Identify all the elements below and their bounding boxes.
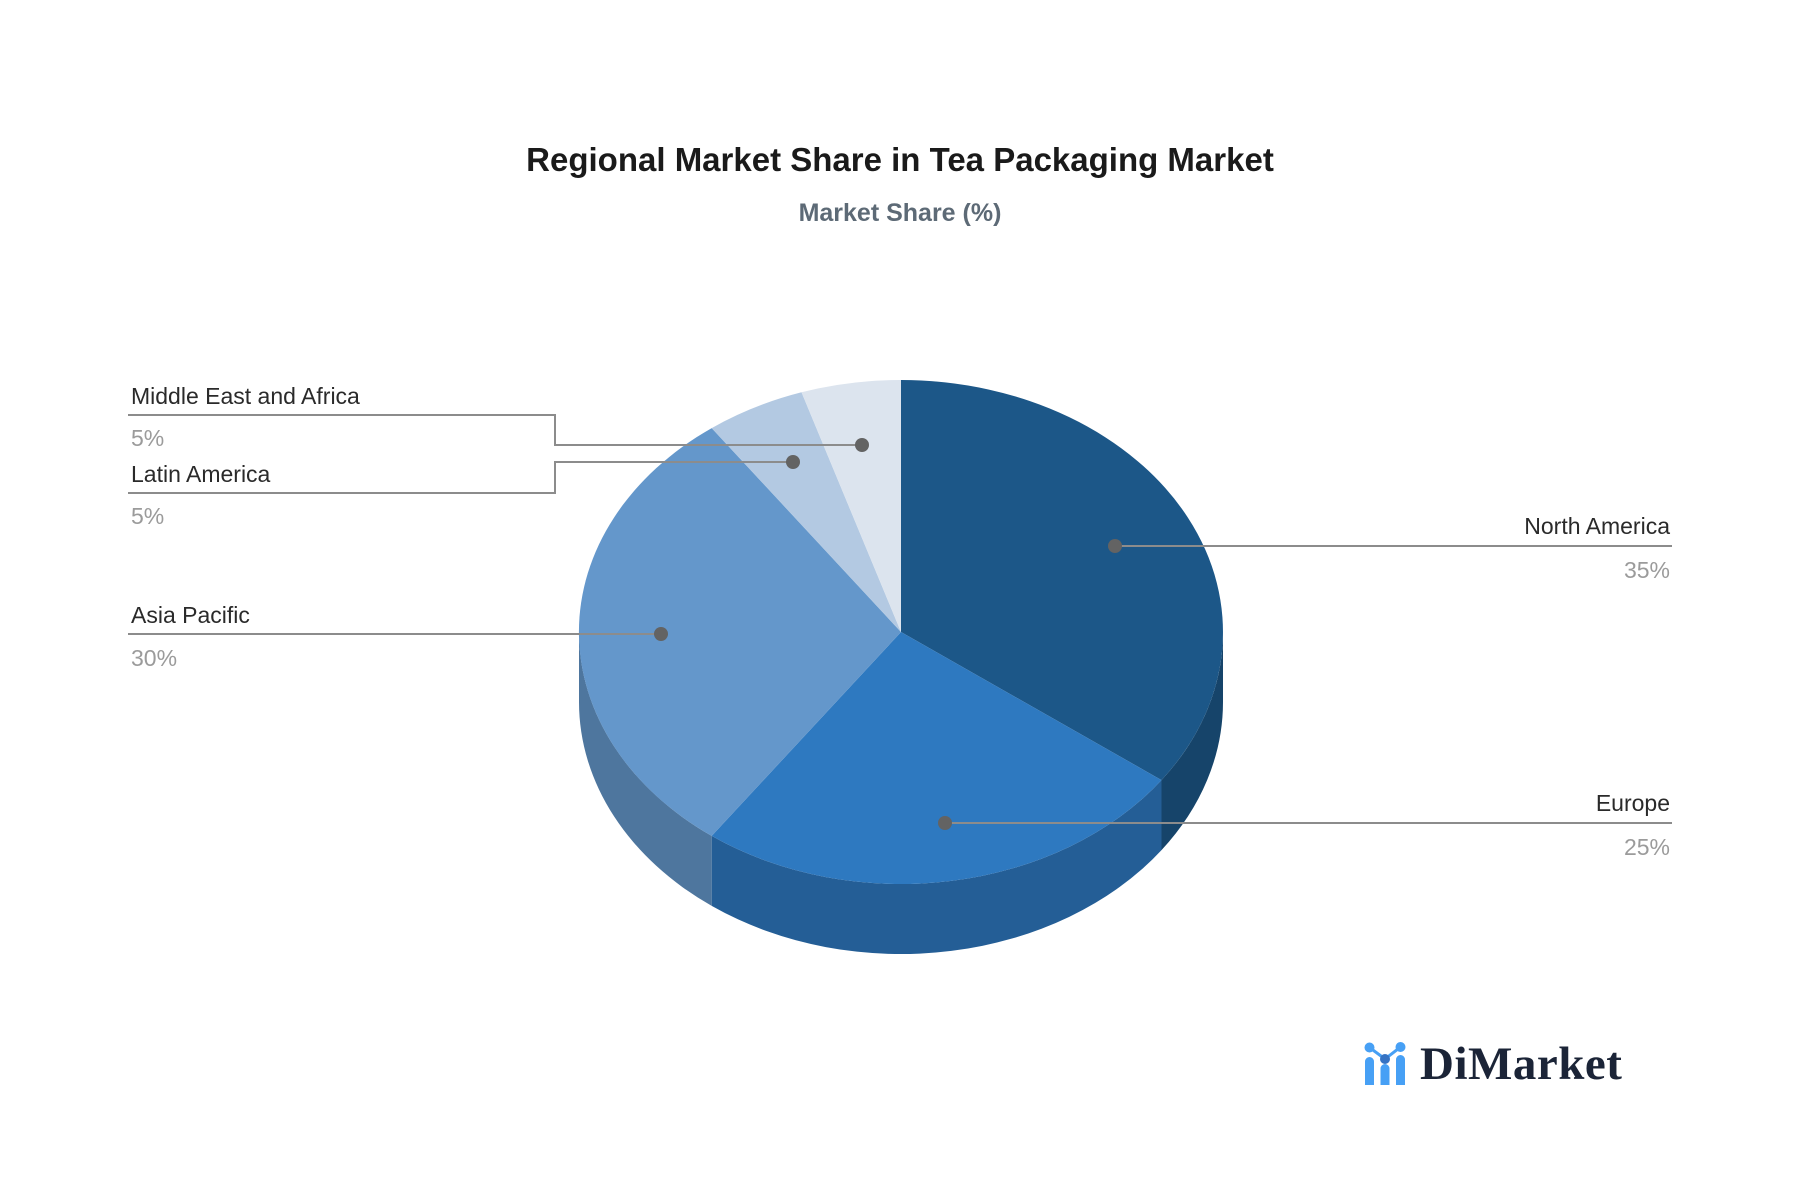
pie-slice-north-america-side[interactable] — [1161, 632, 1224, 851]
slice-label-asia-pacific: Asia Pacific — [131, 602, 250, 628]
label-dot-middle-east-and-africa — [855, 438, 869, 452]
label-connector-latin-america — [128, 461, 793, 494]
pie-slice-europe-side[interactable] — [711, 780, 1162, 955]
label-dot-latin-america — [786, 455, 800, 469]
pie-slice-europe[interactable] — [711, 632, 1162, 885]
slice-value-latin-america: 5% — [131, 503, 165, 529]
brand-logo-text: DiMarket — [1420, 1038, 1623, 1090]
slice-label-middle-east-and-africa: Middle East and Africa — [131, 383, 360, 409]
brand-logo[interactable]: DiMarket — [1363, 1040, 1622, 1088]
slice-value-north-america: 35% — [1623, 557, 1670, 583]
pie-slice-middle-east-and-africa[interactable] — [801, 379, 902, 632]
pie-slice-north-america[interactable] — [901, 380, 1223, 781]
chart-title: Regional Market Share in Tea Packaging M… — [526, 141, 1274, 178]
label-dot-asia-pacific — [654, 627, 668, 641]
slice-label-europe: Europe — [1595, 790, 1670, 816]
pie-slice-asia-pacific[interactable] — [578, 428, 901, 836]
label-connector-middle-east-and-africa — [128, 414, 862, 446]
slice-value-europe: 25% — [1623, 834, 1670, 860]
label-dot-europe — [938, 816, 952, 830]
pie-slice-asia-pacific-side[interactable] — [579, 632, 712, 906]
slice-label-latin-america: Latin America — [131, 461, 271, 487]
slice-value-asia-pacific: 30% — [131, 645, 178, 671]
bar-chart-trend-icon — [1364, 1042, 1406, 1085]
slice-value-middle-east-and-africa: 5% — [131, 425, 165, 451]
pie-slice-latin-america[interactable] — [711, 392, 901, 632]
chart-subtitle: Market Share (%) — [798, 199, 1002, 227]
slice-label-north-america: North America — [1524, 513, 1670, 539]
label-dot-north-america — [1108, 539, 1122, 553]
